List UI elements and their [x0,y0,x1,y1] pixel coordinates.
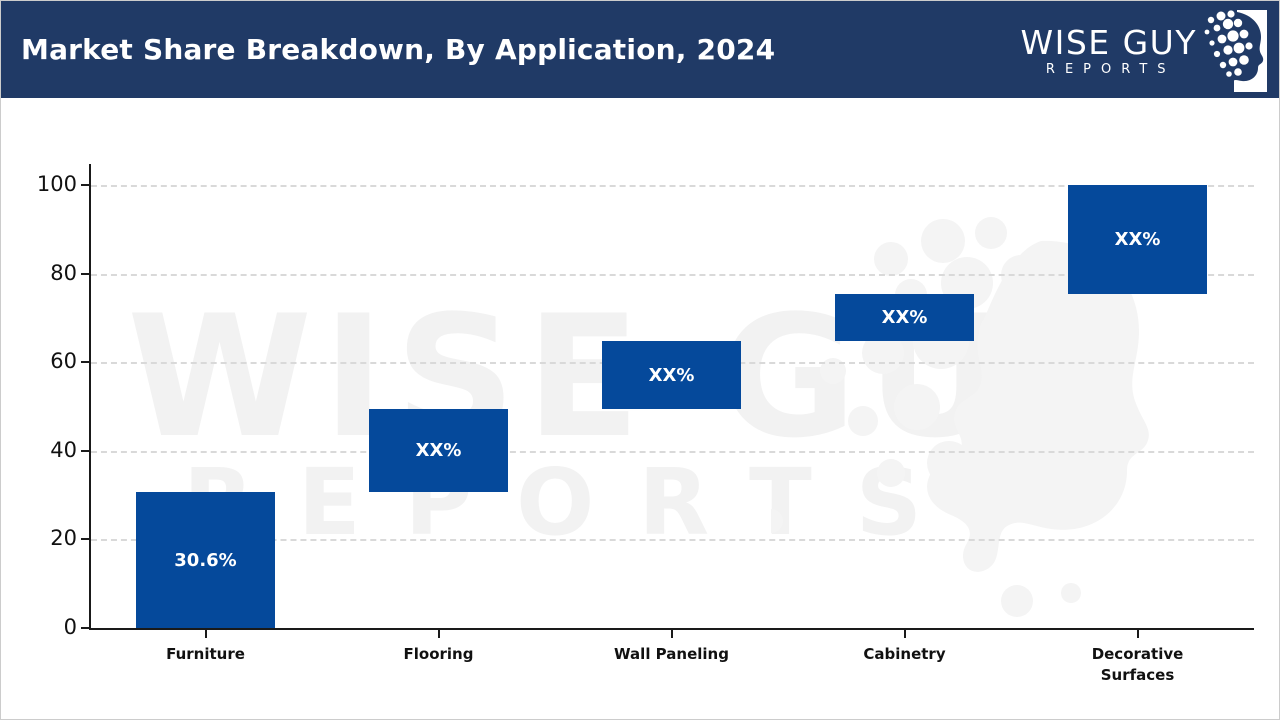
y-axis-line [89,164,91,630]
gridline-80 [91,273,1254,276]
logo-brand-subtitle: REPORTS [1045,62,1176,77]
x-axis-tick-2 [670,630,673,638]
y-axis-tick-20 [81,538,89,541]
x-tick-label-4: Decorative Surfaces [1091,645,1184,684]
bar-flooring: XX% [369,409,508,493]
x-tick-label-0: Furniture [166,645,245,663]
y-tick-label-20: 20 [50,526,77,551]
bar-value-label: XX% [648,364,695,386]
y-tick-label-0: 0 [63,615,77,639]
x-axis-line [89,628,1254,630]
bar-decorative-surfaces: XX% [1068,185,1207,295]
y-axis-tick-0 [81,627,89,629]
y-axis-tick-60 [81,361,89,364]
y-tick-label-60: 60 [50,349,77,374]
bar-value-label: XX% [415,440,462,462]
logo-head-icon [1204,10,1267,92]
header-bar: Market Share Breakdown, By Application, … [1,1,1279,98]
bar-cabinetry: XX% [835,294,974,342]
x-axis-tick-0 [204,630,207,638]
bar-value-label: 30.6% [174,549,237,571]
y-tick-label-80: 80 [50,260,77,285]
wise-guy-logo: WISE GUY REPORTS [1020,9,1267,93]
bar-furniture: 30.6% [136,492,275,628]
y-tick-label-100: 100 [36,172,77,196]
x-tick-label-2: Wall Paneling [614,645,729,663]
x-tick-label-1: Flooring [403,645,474,663]
gridline-40 [91,450,1254,453]
y-tick-label-40: 40 [50,437,77,462]
x-axis-tick-4 [1136,630,1139,638]
bar-value-label: XX% [1114,229,1161,251]
logo-brand-name: WISE GUY [1020,23,1197,62]
x-axis-tick-1 [437,630,440,638]
logo-text: WISE GUY REPORTS [1020,26,1197,76]
y-axis-tick-40 [81,449,89,452]
y-axis-tick-80 [81,272,89,275]
page-title: Market Share Breakdown, By Application, … [21,33,776,66]
gridline-100 [91,185,1254,187]
bar-value-label: XX% [881,307,928,329]
y-axis-tick-100 [81,184,89,186]
chart-plot-area: 0 20 40 60 80 100 30.6% Furniture XX% Flooring XX%… [1,98,1279,719]
x-axis-tick-3 [903,630,906,638]
x-tick-label-3: Cabinetry [863,645,946,663]
bar-wall-paneling: XX% [602,341,741,410]
gridline-20 [91,539,1254,542]
